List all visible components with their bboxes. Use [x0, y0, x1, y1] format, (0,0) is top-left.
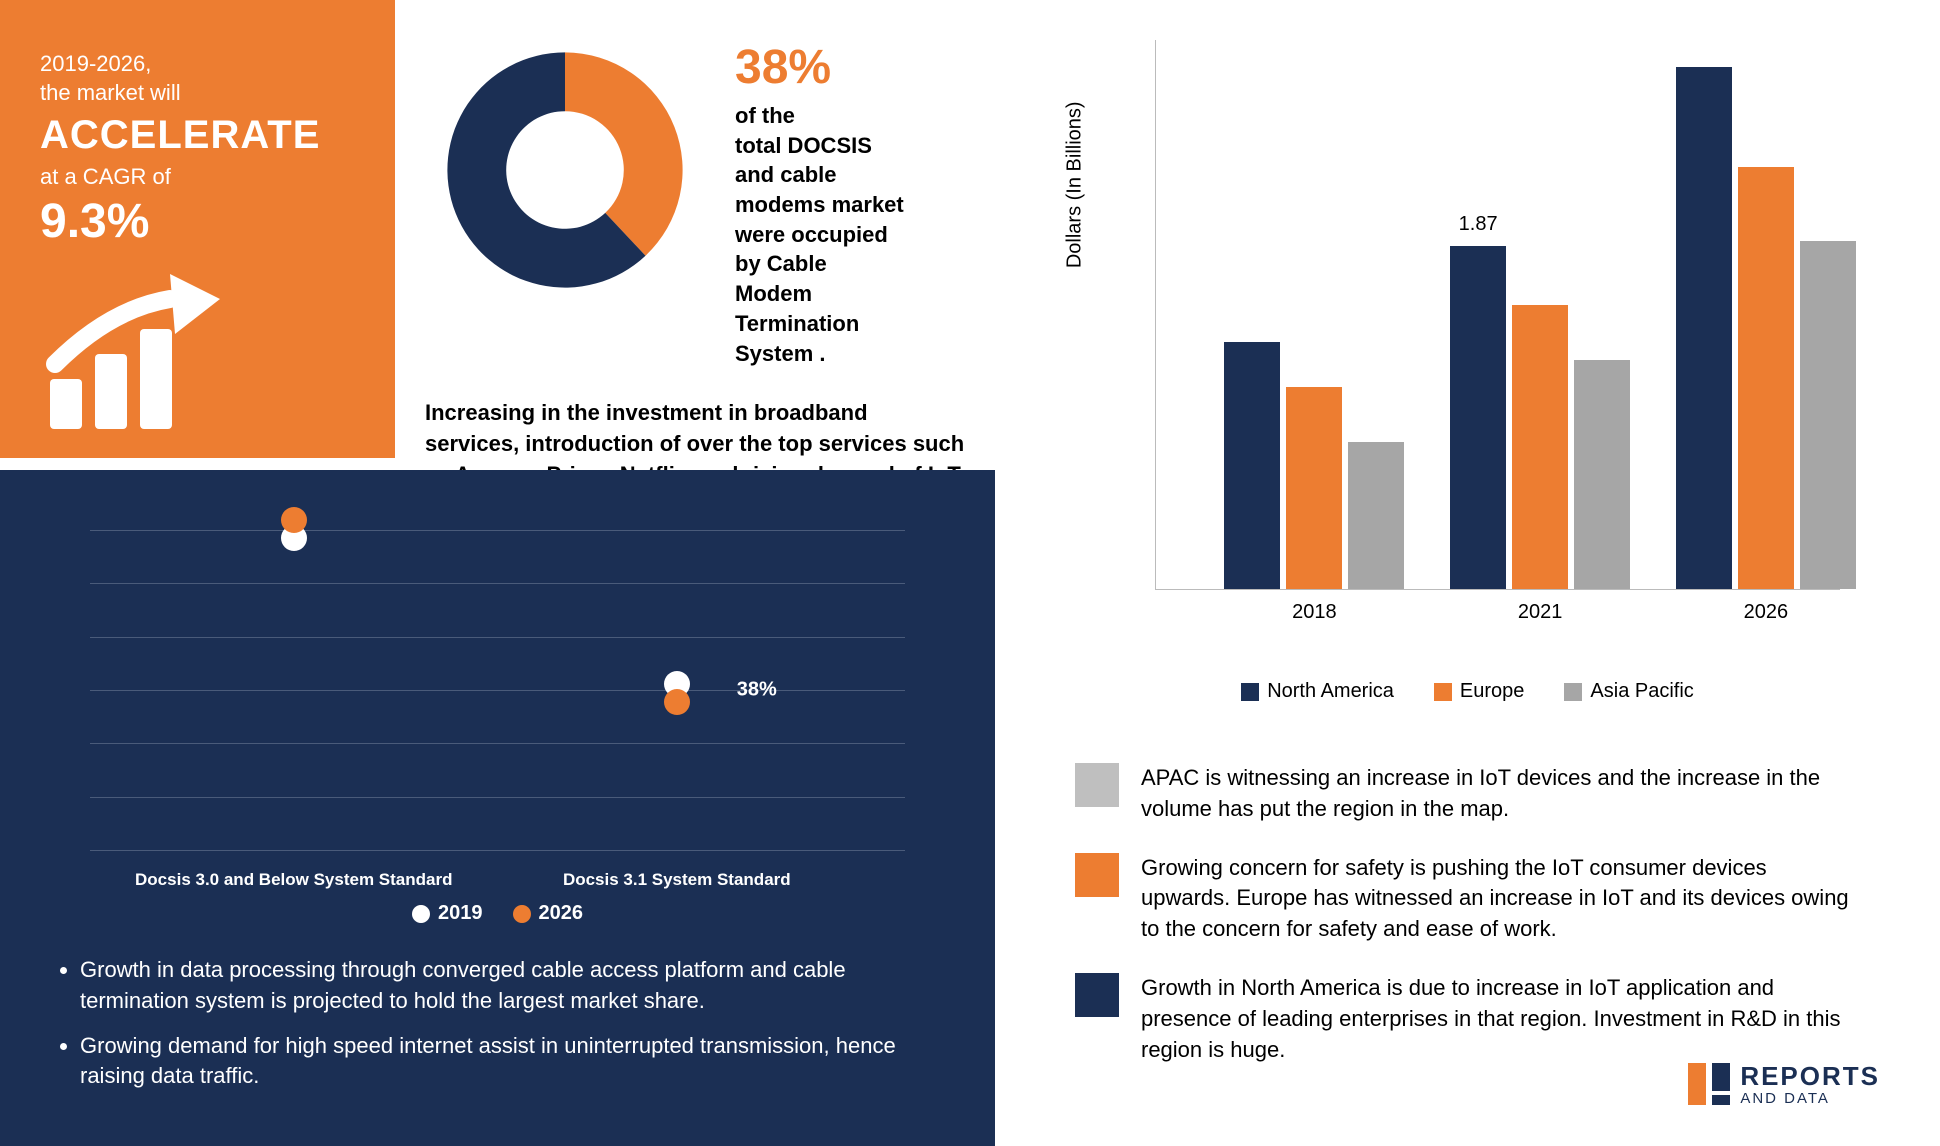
navy-bullet: Growth in data processing through conver… — [80, 955, 945, 1017]
bar-legend-item: North America — [1241, 680, 1394, 703]
cagr-years: 2019-2026, the market will — [40, 50, 355, 107]
bar — [1348, 442, 1404, 589]
bar — [1224, 342, 1280, 590]
reports-and-data-logo: REPORTS AND DATA — [1688, 1062, 1880, 1107]
dot-annotation: 38% — [737, 679, 777, 702]
dot-legend-item: 2026 — [513, 902, 584, 925]
gridline — [90, 690, 905, 691]
dot-xlabel: Docsis 3.0 and Below System Standard — [135, 870, 452, 890]
info-color-box — [1075, 763, 1119, 807]
cagr-accelerate: ACCELERATE — [40, 113, 355, 158]
info-text: Growing concern for safety is pushing th… — [1141, 853, 1860, 945]
bar-chart-legend: North America Europe Asia Pacific — [1055, 680, 1880, 703]
gridline — [90, 850, 905, 851]
region-info-list: APAC is witnessing an increase in IoT de… — [1055, 763, 1880, 1065]
dot-point — [281, 507, 307, 533]
dot-legend-item: 2019 — [412, 902, 483, 925]
gridline — [90, 637, 905, 638]
bar-group — [1450, 246, 1630, 589]
logo-mark-icon — [1688, 1063, 1730, 1105]
bar — [1738, 167, 1794, 589]
cagr-at: at a CAGR of — [40, 164, 355, 190]
bar-chart-ylabel: Dollars (In Billions) — [1064, 101, 1087, 268]
bar-legend-item: Asia Pacific — [1564, 680, 1693, 703]
info-color-box — [1075, 853, 1119, 897]
docsis-dot-chart: Docsis 3.0 and Below System StandardDocs… — [90, 510, 905, 880]
growth-chart-icon — [40, 269, 355, 444]
navy-bullet: Growing demand for high speed internet a… — [80, 1031, 945, 1093]
bar — [1676, 67, 1732, 590]
dot-point — [664, 689, 690, 715]
logo-text-bottom: AND DATA — [1740, 1091, 1880, 1108]
info-item: APAC is witnessing an increase in IoT de… — [1075, 763, 1860, 825]
bar-xlabel: 2018 — [1292, 601, 1337, 624]
gridline — [90, 797, 905, 798]
donut-percent: 38% — [735, 40, 965, 95]
bar-xlabel: 2021 — [1518, 601, 1563, 624]
gridline — [90, 583, 905, 584]
bar-xlabel: 2026 — [1744, 601, 1789, 624]
dot-xlabel: Docsis 3.1 System Standard — [563, 870, 791, 890]
bar-legend-item: Europe — [1434, 680, 1525, 703]
logo-text-top: REPORTS — [1740, 1062, 1880, 1091]
navy-bullet-list: Growth in data processing through conver… — [50, 955, 945, 1106]
info-text: Growth in North America is due to increa… — [1141, 973, 1860, 1065]
donut-description: of the total DOCSIS and cable modems mar… — [735, 101, 965, 368]
bar-group — [1224, 342, 1404, 590]
bar — [1574, 360, 1630, 589]
gridline — [90, 743, 905, 744]
info-color-box — [1075, 973, 1119, 1017]
donut-chart — [425, 30, 705, 310]
info-text: APAC is witnessing an increase in IoT de… — [1141, 763, 1860, 825]
info-item: Growth in North America is due to increa… — [1075, 973, 1860, 1065]
bar — [1800, 241, 1856, 589]
bar — [1450, 246, 1506, 589]
bar — [1512, 305, 1568, 589]
cagr-percent: 9.3% — [40, 194, 355, 249]
navy-panel: Docsis 3.0 and Below System Standard Docs… — [0, 470, 995, 1146]
donut-slice — [565, 52, 683, 255]
region-bar-chart: Dollars (In Billions) 2018202120261.87 — [1145, 40, 1840, 640]
donut-section: 38% of the total DOCSIS and cable modems… — [395, 0, 995, 470]
cagr-highlight-box: 2019-2026, the market will ACCELERATE at… — [0, 0, 395, 458]
docsis-legend: 2019 2026 — [50, 902, 945, 925]
bar-value-label: 1.87 — [1459, 213, 1498, 236]
info-item: Growing concern for safety is pushing th… — [1075, 853, 1860, 945]
gridline — [90, 530, 905, 531]
bar-group — [1676, 67, 1856, 590]
bar — [1286, 387, 1342, 589]
